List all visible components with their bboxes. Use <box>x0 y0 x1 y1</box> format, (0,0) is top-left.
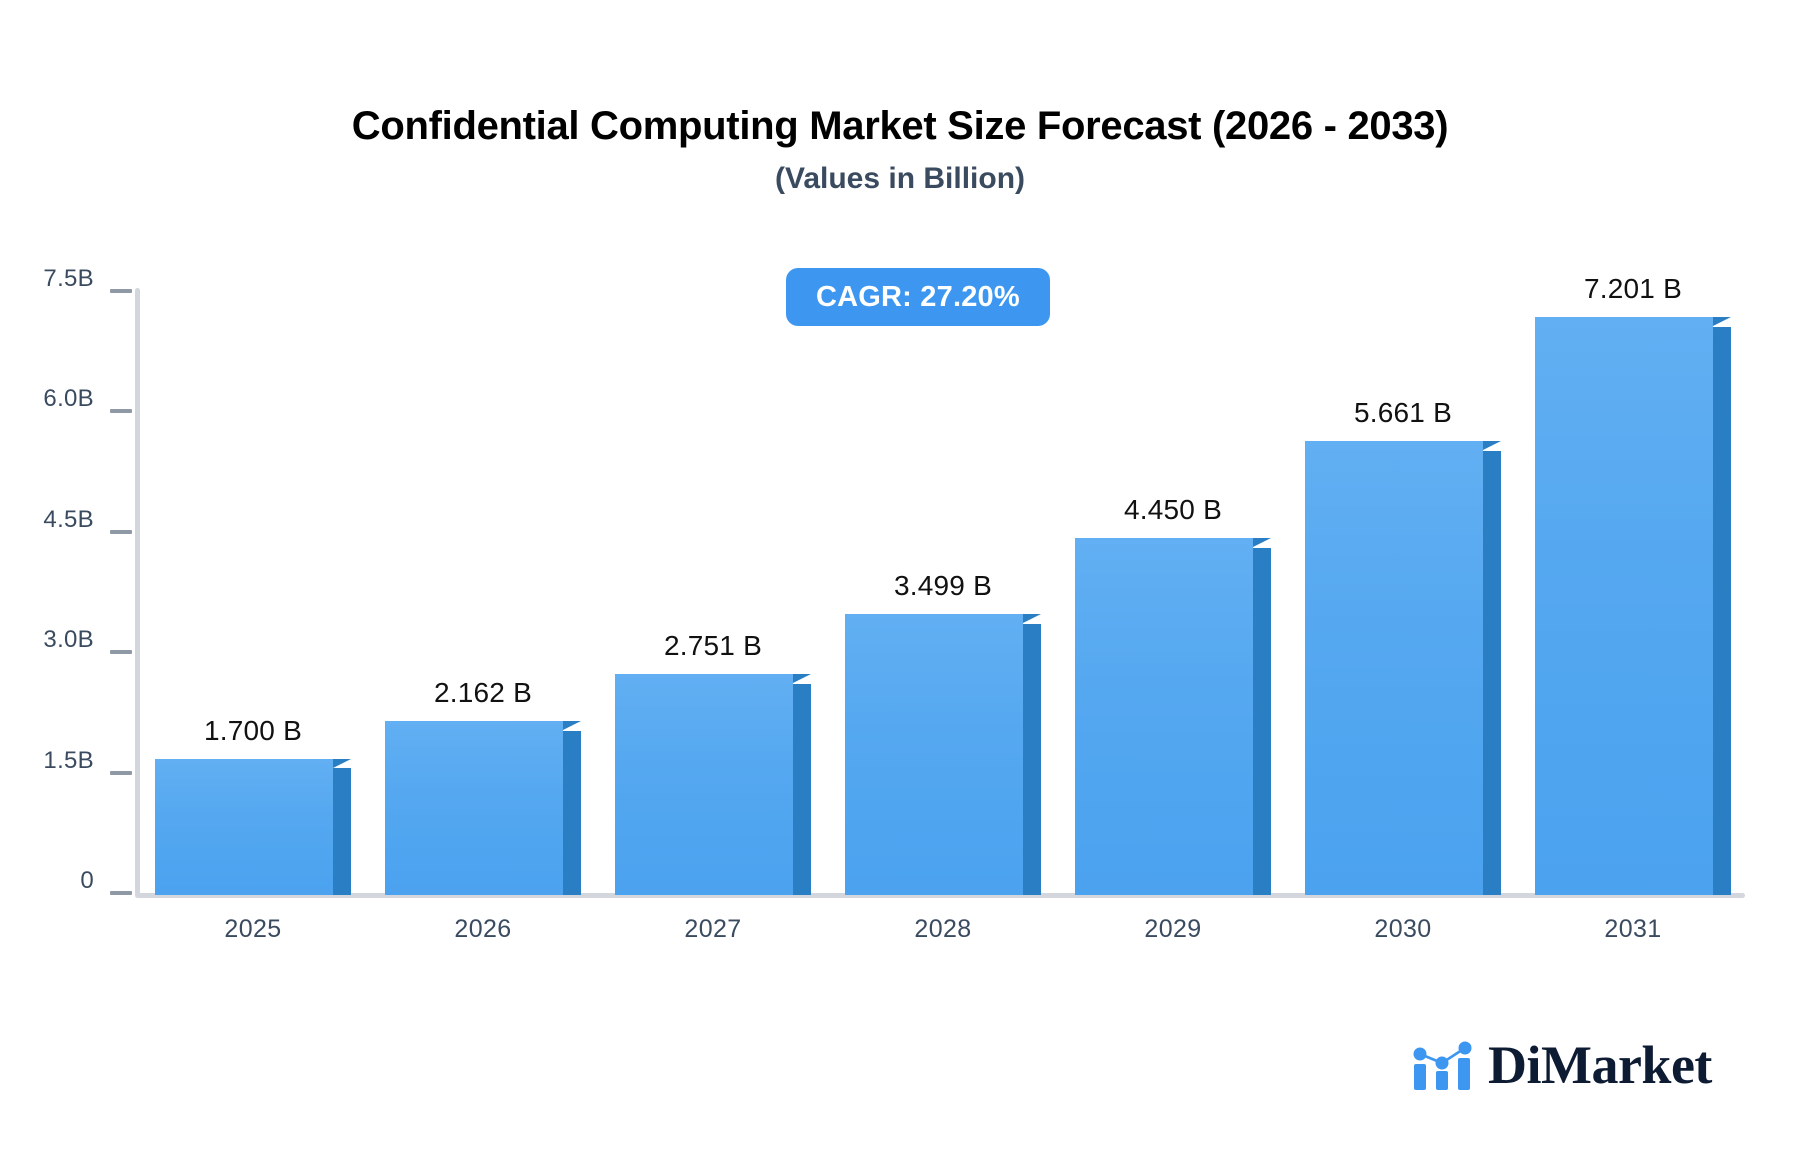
bar-top-bevel <box>332 758 351 768</box>
y-axis-tick-mark <box>110 770 132 775</box>
y-axis-tick-label: 1.5B <box>43 746 94 774</box>
brand-name: DiMarket <box>1488 1035 1712 1095</box>
chart-subtitle: (Values in Billion) <box>774 162 1026 195</box>
x-axis-tick-label: 2026 <box>454 915 512 943</box>
x-axis-tick-label: 2030 <box>1374 915 1432 943</box>
bar-value-label: 4.450 B <box>1124 493 1222 525</box>
y-axis-line <box>135 288 140 896</box>
bar-top-bevel <box>562 721 581 731</box>
bar-value-label: 5.661 B <box>1354 396 1452 428</box>
y-axis-tick-label: 6.0B <box>43 385 94 413</box>
bar-top-bevel <box>1252 537 1271 547</box>
x-axis-tick-label: 2027 <box>684 915 742 943</box>
bar-value-label: 1.700 B <box>204 714 302 746</box>
brand-logo: DiMarket <box>1412 1038 1712 1092</box>
x-axis-tick-label: 2031 <box>1604 915 1662 943</box>
bar-side-face <box>1022 624 1041 895</box>
bar-value-label: 2.162 B <box>434 677 532 709</box>
y-axis-tick-mark <box>110 289 132 293</box>
bar-top-bevel <box>1712 316 1731 326</box>
bar-front-face <box>1535 316 1713 895</box>
y-axis-tick-label: 4.5B <box>43 505 94 533</box>
bar-side-face <box>332 768 351 895</box>
bar[interactable]: 3.499 B <box>845 570 1041 895</box>
y-axis-tick-mark <box>110 650 132 655</box>
y-axis-tick-label: 3.0B <box>43 626 94 654</box>
bar[interactable]: 4.450 B <box>1075 494 1271 895</box>
bar[interactable]: 7.201 B <box>1535 273 1731 895</box>
bar-value-label: 3.499 B <box>894 570 992 602</box>
bar-side-face <box>1712 326 1731 895</box>
x-axis-tick-label: 2029 <box>1144 915 1202 943</box>
bar-value-label: 2.751 B <box>664 630 762 662</box>
bar-front-face <box>155 758 333 895</box>
x-axis-line <box>135 893 1745 898</box>
y-axis-tick-mark <box>110 891 132 895</box>
y-axis-tick-mark <box>110 529 132 534</box>
y-axis-tick-label: 7.5B <box>43 265 94 292</box>
chart-header: Confidential Computing Market Size Forec… <box>0 0 1800 195</box>
y-axis-tick-label: 0 <box>80 867 94 894</box>
x-axis-tick-label: 2025 <box>224 915 282 943</box>
bar-front-face <box>385 721 563 895</box>
bar-top-bevel <box>792 674 811 684</box>
bar[interactable]: 2.162 B <box>385 677 581 895</box>
bar-value-label: 7.201 B <box>1584 272 1682 304</box>
bar-front-face <box>1075 537 1253 895</box>
bar-side-face <box>1482 450 1501 895</box>
bar-top-bevel <box>1482 440 1501 450</box>
x-axis-tick-label: 2028 <box>914 915 972 943</box>
bar[interactable]: 1.700 B <box>155 715 351 895</box>
page-title: Confidential Computing Market Size Forec… <box>351 104 1449 148</box>
bar-front-face <box>845 614 1023 895</box>
bar[interactable]: 5.661 B <box>1305 397 1501 895</box>
bar-chart-trend-icon <box>1413 1041 1472 1090</box>
bar[interactable]: 2.751 B <box>615 630 811 895</box>
y-axis-tick-mark <box>110 409 132 414</box>
bar-front-face <box>1305 440 1483 895</box>
bar-top-bevel <box>1022 614 1041 624</box>
bar-side-face <box>562 731 581 895</box>
bar-side-face <box>792 684 811 895</box>
bar-side-face <box>1252 547 1271 895</box>
cagr-badge: CAGR: 27.20% <box>786 268 1050 326</box>
cagr-badge-label: CAGR: 27.20% <box>816 280 1020 313</box>
bar-front-face <box>615 674 793 895</box>
